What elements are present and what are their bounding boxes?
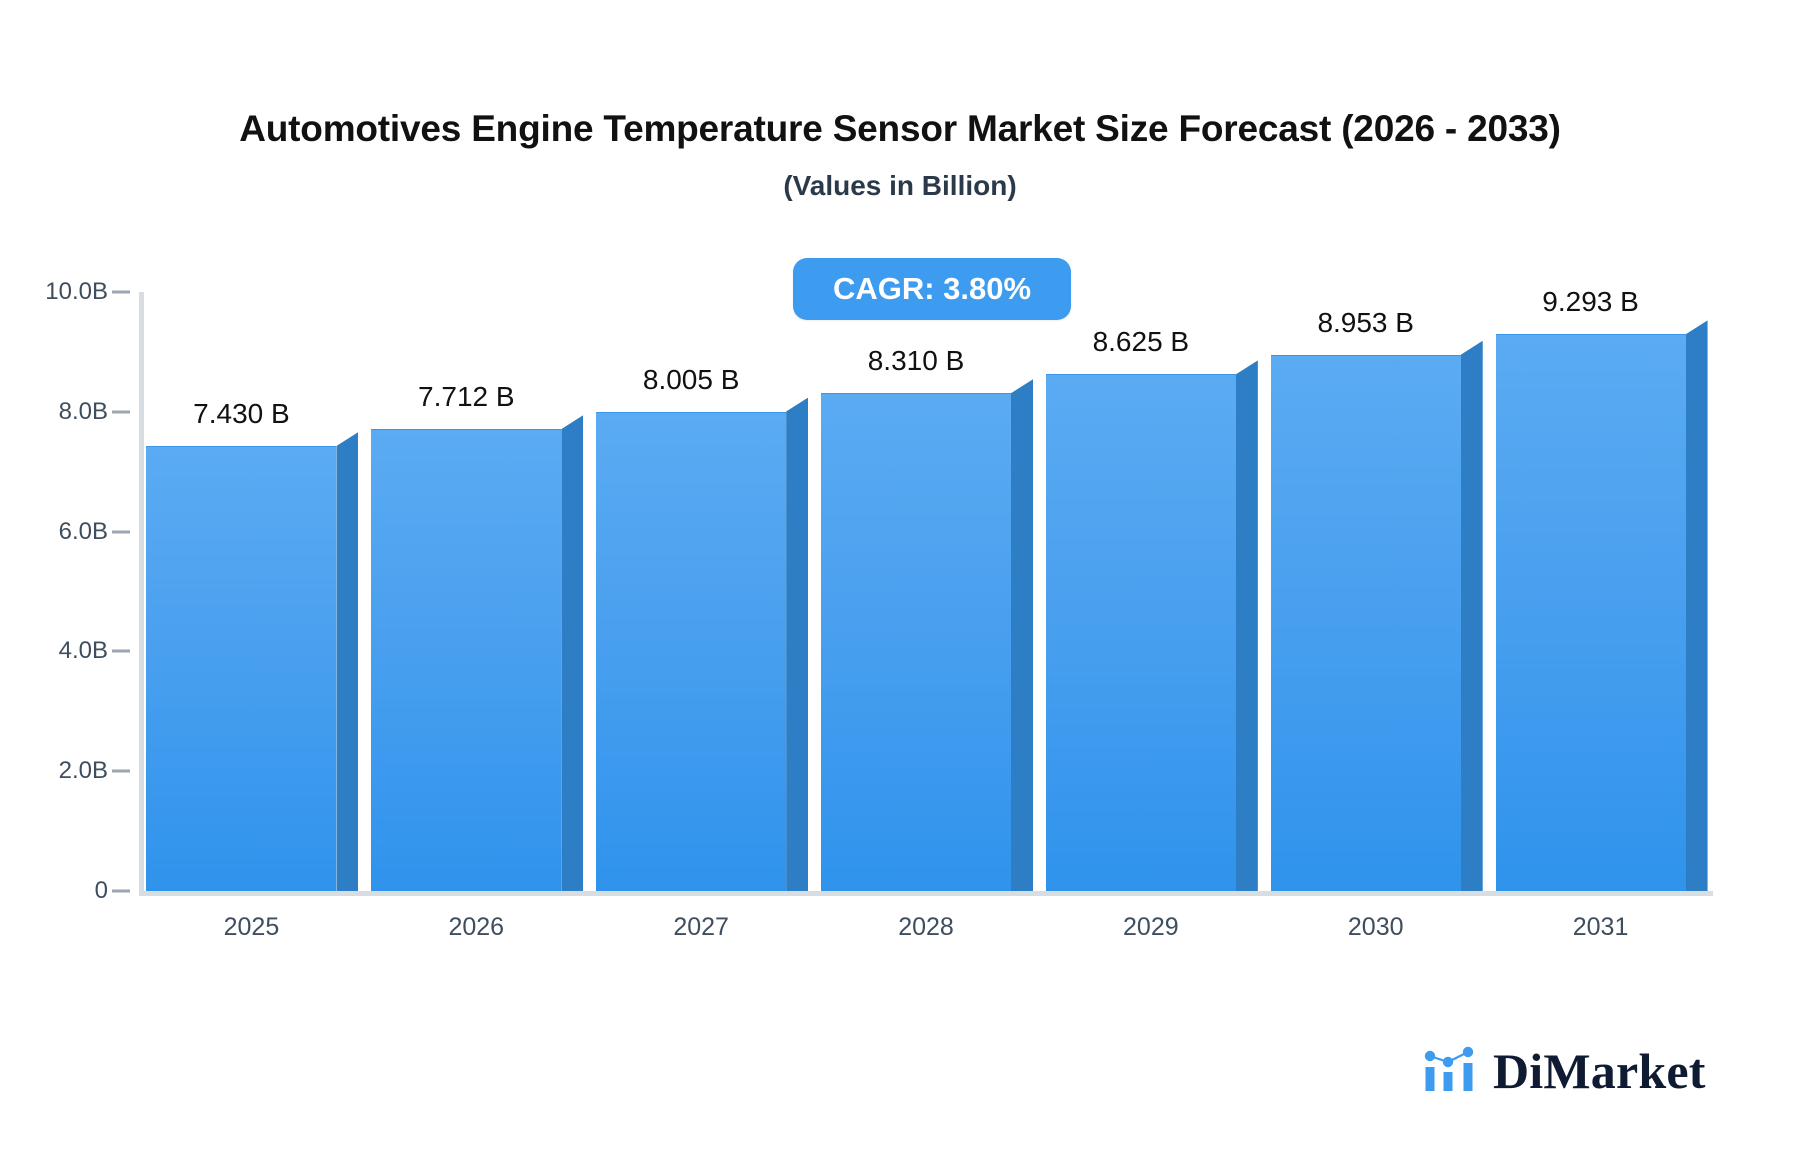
y-axis-tick-label: 10.0B <box>45 278 108 305</box>
brand-logo: DiMarket <box>1423 1043 1706 1098</box>
bar-column[interactable] <box>1045 292 1258 891</box>
bar-column[interactable] <box>596 292 809 891</box>
y-axis-tick-label: 2.0B <box>58 757 108 785</box>
y-axis-tick-mark <box>112 769 130 773</box>
y-axis-tick-mark <box>112 649 130 653</box>
bar-front-face <box>596 411 787 891</box>
cagr-badge: CAGR: 3.80% <box>793 258 1071 320</box>
bar-column[interactable] <box>371 292 584 891</box>
bar-side-face <box>786 397 809 891</box>
bar-front-face <box>1495 334 1686 891</box>
bar-value-label: 9.293 B <box>1542 286 1639 318</box>
bar-value-label: 7.712 B <box>418 381 515 413</box>
bar-side-face <box>1685 320 1708 891</box>
y-axis-tick-mark <box>112 889 130 893</box>
bar-side-face <box>1460 340 1483 891</box>
bar-column[interactable] <box>821 292 1033 891</box>
x-axis-tick-label: 2027 <box>673 913 729 941</box>
y-axis-tick-mark <box>112 530 130 534</box>
x-axis-tick-label: 2031 <box>1572 913 1629 941</box>
x-axis-tick-label: 2030 <box>1347 913 1404 941</box>
bar-front-face <box>1270 354 1461 891</box>
bar-front-face <box>821 393 1011 891</box>
y-axis-line <box>139 292 144 894</box>
bar-column[interactable] <box>146 292 359 891</box>
y-axis-tick-label: 6.0B <box>58 517 108 545</box>
x-axis-tick-label: 2025 <box>223 913 280 941</box>
y-axis-tick-label: 0 <box>94 877 108 904</box>
bar-front-face <box>1045 374 1236 891</box>
y-axis-tick-label: 4.0B <box>58 637 108 665</box>
bar-value-label: 8.310 B <box>867 345 965 377</box>
bar-series <box>139 292 1713 891</box>
bar-value-label: 8.005 B <box>642 363 740 395</box>
bar-value-label: 7.430 B <box>193 397 290 429</box>
x-axis-tick-label: 2029 <box>1123 913 1179 941</box>
bar-chart-icon <box>1423 1043 1479 1098</box>
bar-value-label: 8.625 B <box>1092 326 1190 358</box>
bar-front-face <box>371 429 562 891</box>
bar-side-face <box>561 415 584 891</box>
x-axis-tick-label: 2028 <box>898 913 954 941</box>
chart-subtitle: (Values in Billion) <box>783 170 1017 201</box>
y-axis-tick-mark <box>112 290 130 294</box>
bar-side-face <box>1011 379 1033 891</box>
bar-side-face <box>1235 360 1258 891</box>
x-axis-line <box>139 891 1713 896</box>
y-axis-tick-label: 8.0B <box>58 397 108 425</box>
bar-column[interactable] <box>1495 292 1708 891</box>
bar-value-label: 8.953 B <box>1317 306 1414 338</box>
brand-name: DiMarket <box>1493 1042 1706 1099</box>
bar-column[interactable] <box>1270 292 1483 891</box>
y-axis-tick-mark <box>112 410 130 414</box>
x-axis-tick-label: 2026 <box>448 913 505 941</box>
chart-title: Automotives Engine Temperature Sensor Ma… <box>239 108 1561 149</box>
bar-side-face <box>336 431 359 891</box>
bar-front-face <box>146 445 337 891</box>
